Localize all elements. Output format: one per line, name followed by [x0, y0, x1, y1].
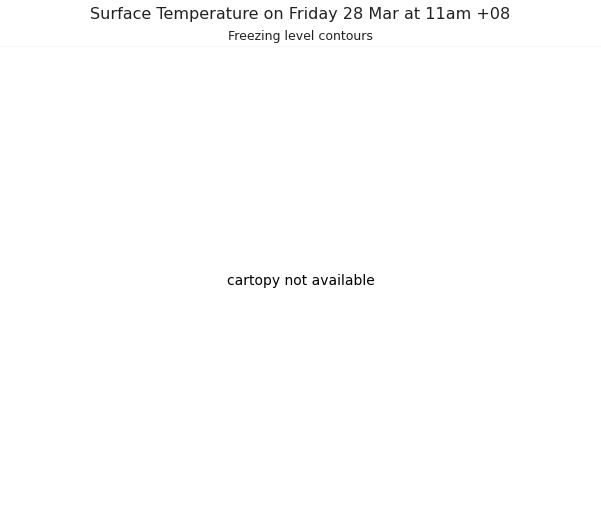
Text: Surface Temperature on Friday 28 Mar at 11am +08: Surface Temperature on Friday 28 Mar at … [90, 7, 511, 22]
Text: Freezing level contours: Freezing level contours [228, 30, 373, 43]
Text: cartopy not available: cartopy not available [227, 273, 374, 288]
